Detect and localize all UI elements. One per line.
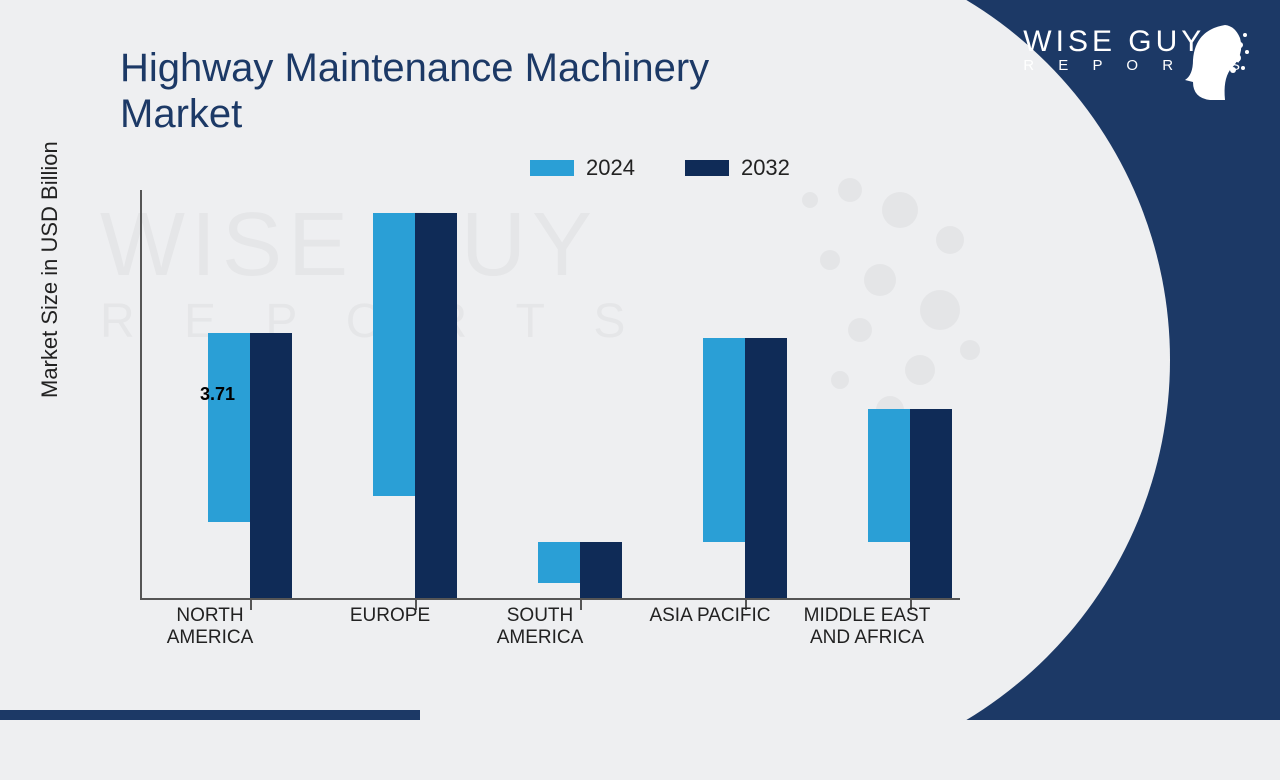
y-axis-label: Market Size in USD Billion	[37, 141, 63, 398]
category-label: MIDDLE EAST AND AFRICA	[802, 605, 932, 649]
bar-value-label: 3.71	[200, 384, 235, 405]
bar-2032	[910, 409, 952, 598]
category-label: ASIA PACIFIC	[645, 605, 775, 627]
bar-2024	[868, 409, 910, 542]
bar-group	[355, 213, 475, 598]
bar-2024	[373, 213, 415, 496]
chart-title: Highway Maintenance Machinery Market	[120, 45, 820, 137]
legend-swatch-2024	[530, 160, 574, 176]
bar-2024	[538, 542, 580, 583]
brand-logo: WISE GUY R E P O R T S	[1023, 25, 1250, 74]
category-label: SOUTH AMERICA	[475, 605, 605, 649]
legend-swatch-2032	[685, 160, 729, 176]
bar-group	[685, 338, 805, 598]
chart: 2024 2032 Market Size in USD Billion 3.7…	[100, 155, 980, 695]
logo-head-icon	[1175, 20, 1255, 105]
bottom-accent-bar	[0, 710, 420, 720]
bar-group	[190, 333, 310, 598]
legend: 2024 2032	[530, 155, 790, 181]
legend-item-2024: 2024	[530, 155, 635, 181]
legend-item-2032: 2032	[685, 155, 790, 181]
bar-2024	[208, 333, 250, 522]
bar-group	[850, 409, 970, 598]
legend-label-2024: 2024	[586, 155, 635, 181]
y-axis	[140, 190, 142, 600]
bar-2032	[415, 213, 457, 598]
bar-2032	[745, 338, 787, 598]
bar-2032	[250, 333, 292, 598]
bar-2032	[580, 542, 622, 598]
bar-2024	[703, 338, 745, 542]
bar-group	[520, 542, 640, 598]
plot-area: 3.71	[140, 190, 960, 600]
category-label: NORTH AMERICA	[145, 605, 275, 649]
category-label: EUROPE	[325, 605, 455, 627]
legend-label-2032: 2032	[741, 155, 790, 181]
x-axis	[140, 598, 960, 600]
